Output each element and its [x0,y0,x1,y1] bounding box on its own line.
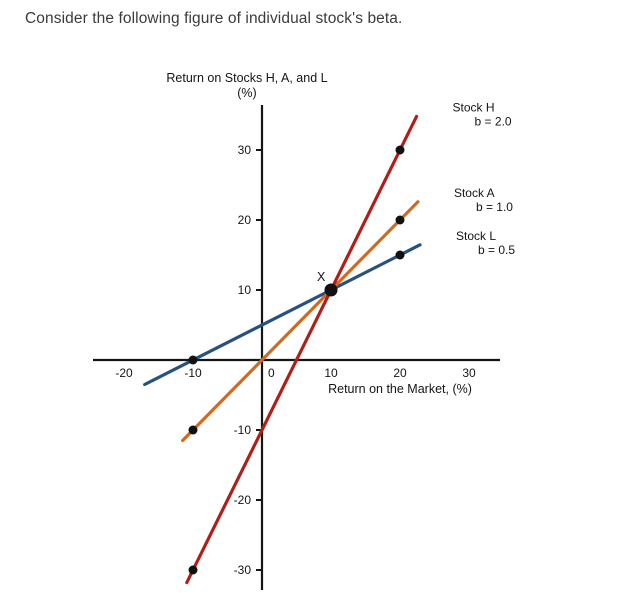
chart-title-unit: (%) [237,86,256,100]
stock-l-line [143,243,422,387]
intersection-point [324,283,338,297]
x-tick-label-zero: 0 [268,366,275,380]
y-tick-label: 30 [238,143,252,157]
stock-h-data-point [395,145,405,155]
x-tick-label: 30 [462,366,476,380]
x-tick-label: 10 [324,366,338,380]
y-tick-label: -30 [234,563,252,577]
stock-l-data-point [395,250,405,260]
x-tick-label: -20 [115,366,133,380]
question-text: Consider the following figure of individ… [25,10,403,27]
y-tick-label: -10 [234,423,252,437]
stock-h-data-point [188,565,198,575]
stock-a-label: Stock A [454,186,495,200]
chart-title: Return on Stocks H, A, and L [166,71,327,85]
x-tick-label: 20 [393,366,407,380]
stock-a-beta-label: b = 1.0 [476,200,513,214]
x-axis-label: Return on the Market, (%) [328,382,472,396]
stock-h-label: Stock H [453,100,495,114]
stock-a-line [181,200,420,443]
stock-a-data-point [395,215,405,225]
stock-l-data-point [188,355,198,365]
stock-beta-chart: 30 20 10 -10 -20 -30 -20 -10 0 10 20 30 Return on St… [93,71,515,590]
stock-l-beta-label: b = 0.5 [478,243,515,257]
y-tick-label: 20 [238,213,252,227]
y-tick-label: 10 [238,283,252,297]
figure-container: 30 20 10 -10 -20 -30 -20 -10 0 10 20 30 Return on St… [0,60,627,607]
intersection-label: X [317,270,326,284]
x-tick-label: -10 [184,366,202,380]
stock-l-label: Stock L [456,229,496,243]
stock-h-beta-label: b = 2.0 [475,114,512,128]
y-tick-label: -20 [234,493,252,507]
stock-h-line [185,114,419,585]
stock-a-data-point [188,425,198,435]
